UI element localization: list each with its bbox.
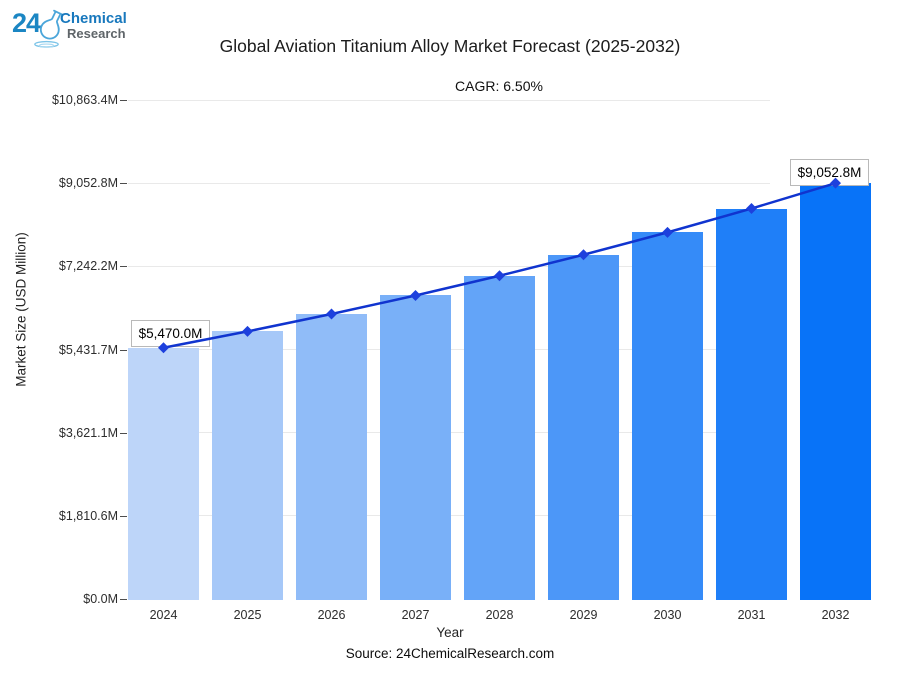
y-tick-mark [120,432,127,434]
flask-icon [34,9,64,48]
logo-chemical-label: Chemical [60,10,127,27]
x-tick-label: 2032 [821,608,850,622]
diamond-marker-2024 [158,342,169,354]
bar-2027 [380,295,451,600]
bar-2024 [128,347,199,600]
diamond-marker-2030 [662,226,673,238]
y-tick-label: $0.0M [83,592,118,606]
x-tick-label: 2027 [401,608,430,622]
x-tick-label: 2029 [569,608,598,622]
x-tick-label: 2028 [485,608,514,622]
diamond-marker-2027 [410,289,421,301]
logo: 24 Chemical Research [12,8,127,49]
y-tick-mark [120,183,127,185]
logo-number: 24 [12,8,41,38]
bar-2025 [212,331,283,600]
diamond-marker-2025 [242,325,253,337]
x-axis-title: Year [436,625,464,640]
y-tick-label: $10,863.4M [51,93,118,107]
y-tick-label: $9,052.8M [58,176,118,191]
x-tick-label: 2031 [737,608,766,622]
x-tick-label: 2030 [653,608,682,622]
y-tick-mark [120,100,127,101]
logo-research-label: Research [67,26,126,41]
y-tick-label: $1,810.6M [58,508,118,523]
trend-line [163,181,836,349]
y-gridline [128,265,770,267]
diamond-marker-2031 [746,203,757,215]
y-tick-mark [120,599,127,600]
y-tick-mark [120,515,127,517]
x-tick-label: 2024 [149,608,178,622]
y-gridline [128,182,770,184]
diamond-marker-2032 [830,177,841,189]
y-tick-mark [120,349,127,351]
chart-subtitle-cagr: CAGR: 6.50% [455,78,543,94]
bar-2030 [632,232,703,600]
bar-2028 [464,275,535,600]
chart-title: Global Aviation Titanium Alloy Market Fo… [219,36,681,56]
diamond-marker-2028 [494,270,505,282]
y-gridline [128,99,770,101]
y-tick-mark [120,266,127,268]
bar-2026 [296,314,367,600]
bar-2029 [548,254,619,600]
bar-2032 [800,183,871,600]
data-label-2032: $9,052.8M [790,159,869,186]
y-tick-label: $3,621.1M [58,425,118,440]
source-text: Source: 24ChemicalResearch.com [345,646,555,661]
diamond-marker-2029 [578,249,589,261]
diamond-marker-2026 [326,308,337,320]
y-tick-label: $7,242.2M [58,259,118,274]
y-tick-label: $5,431.7M [58,342,118,357]
x-tick-label: 2026 [317,608,346,622]
data-label-2024: $5,470.0M [131,320,210,347]
bar-2031 [716,208,787,600]
x-tick-label: 2025 [233,608,262,622]
